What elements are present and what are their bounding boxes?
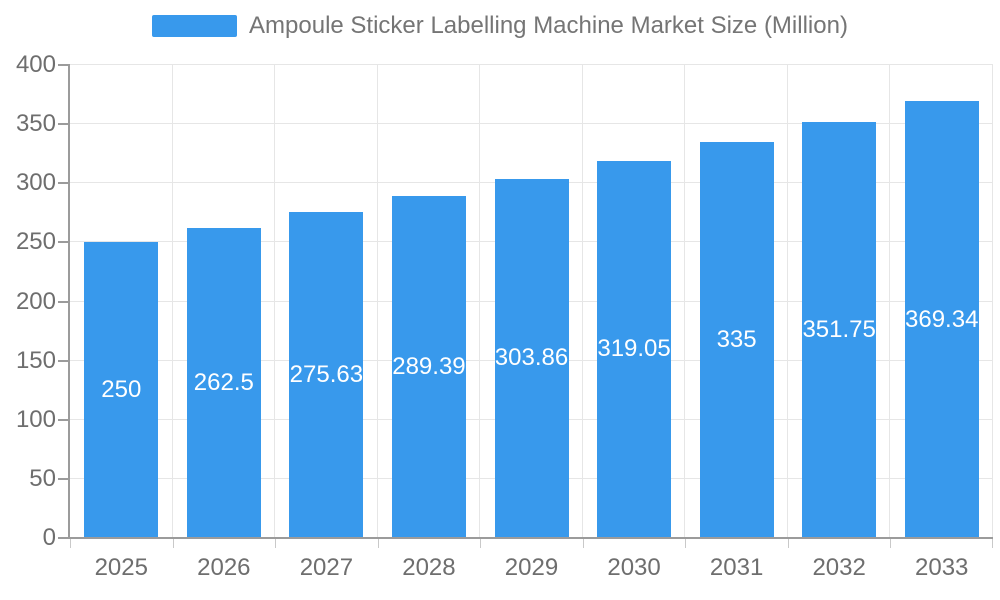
x-axis-tick [685,538,687,548]
legend[interactable]: Ampoule Sticker Labelling Machine Market… [0,12,1000,40]
x-axis-label-2030: 2030 [607,554,661,581]
gridline-vertical [479,65,481,538]
y-axis-label: 250 [15,228,56,256]
y-axis-tick [58,123,70,126]
bar-2029[interactable] [494,178,569,538]
gridline-vertical [274,65,276,538]
y-axis-tick [58,477,70,480]
y-axis-label: 400 [15,51,56,78]
x-axis-label-2025: 2025 [94,554,148,581]
x-axis-label-2026: 2026 [197,554,251,581]
y-axis-label: 0 [42,524,56,551]
legend-label: Ampoule Sticker Labelling Machine Market… [249,12,848,39]
y-axis-label: 300 [15,169,56,197]
y-axis-label: 200 [15,287,56,315]
x-axis-tick [787,538,789,548]
bar-2027[interactable] [289,212,364,538]
x-axis-label-2028: 2028 [402,554,456,581]
bar-2032[interactable] [802,122,877,538]
bar-2030[interactable] [597,160,672,538]
gridline-vertical [992,65,993,538]
x-axis-tick [377,538,379,548]
y-axis-label: 350 [15,110,56,138]
x-axis-label-2032: 2032 [812,554,866,581]
y-axis-line [68,65,70,538]
gridline-vertical [786,65,788,538]
gridline-horizontal [70,64,993,65]
bar-2026[interactable] [186,227,261,538]
gridline-vertical [581,65,583,538]
legend-swatch [152,15,238,37]
x-axis-tick [992,538,993,548]
x-axis-label-2033: 2033 [915,554,969,581]
gridline-vertical [889,65,891,538]
x-axis-label-2027: 2027 [299,554,354,581]
bar-2025[interactable] [84,242,159,538]
y-axis-label: 100 [15,405,56,433]
bar-2028[interactable] [391,195,466,538]
gridline-vertical [171,65,173,538]
x-axis-label-2029: 2029 [504,554,559,581]
y-axis-tick [58,300,70,303]
x-axis-tick [890,538,892,548]
x-axis-tick [172,538,174,548]
bar-2033[interactable] [904,101,979,538]
plot-area: 0 50 100 150 200 250 300 350 400 250 2025 262.5 2026… [16,52,993,581]
x-axis-tick [582,538,584,548]
y-axis-tick [58,418,70,421]
y-axis-label: 150 [15,346,56,374]
y-axis-tick [58,537,70,539]
bar-2031[interactable] [699,141,774,538]
x-axis-line [68,537,993,539]
x-axis-tick [275,538,277,548]
gridline-vertical [684,65,686,538]
y-axis-label: 50 [29,464,56,492]
x-axis-label-2031: 2031 [709,554,764,581]
y-axis-tick [58,64,70,66]
y-axis-tick [58,359,70,362]
x-axis-tick [70,538,71,548]
y-axis-tick [58,241,70,244]
gridline-horizontal [70,123,993,125]
x-axis-tick [480,538,482,548]
y-axis-tick [58,182,70,185]
gridline-vertical [376,65,378,538]
